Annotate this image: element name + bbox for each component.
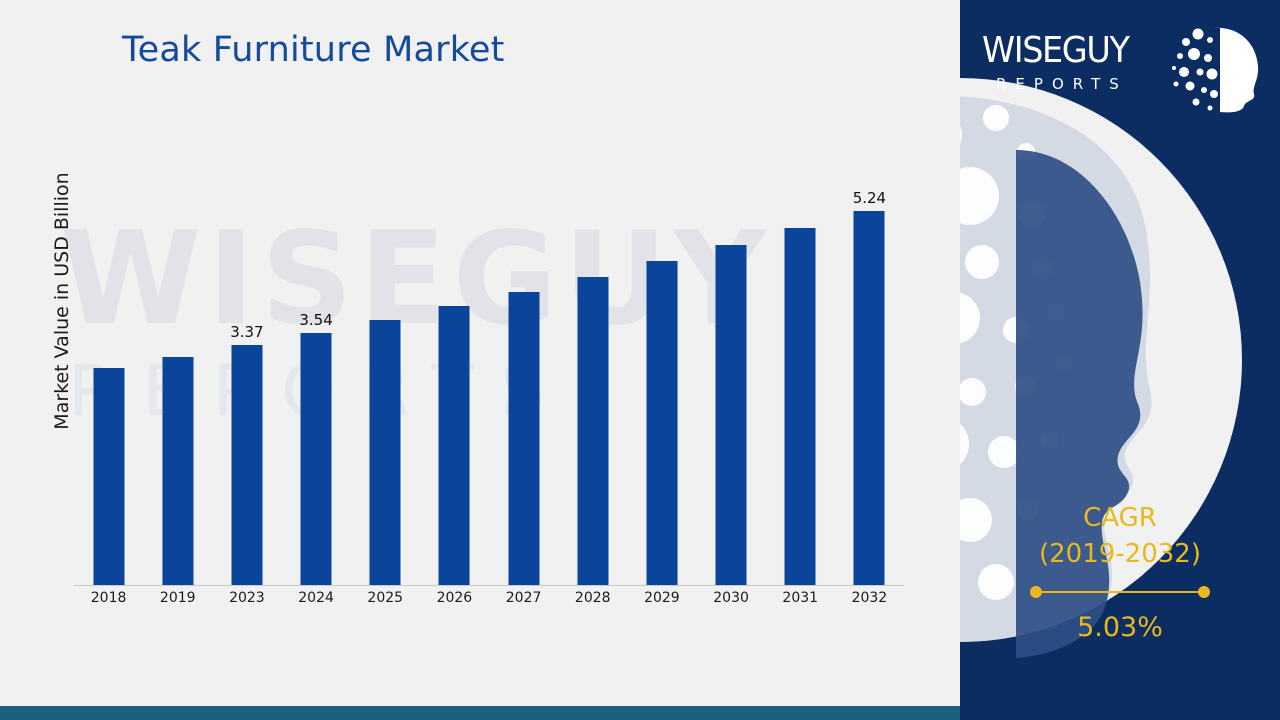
y-axis-label: Market Value in USD Billion [51, 172, 73, 430]
bar-slot: 5.24 [835, 150, 904, 585]
x-axis-tick-2031: 2031 [782, 590, 819, 606]
x-axis-tick-2018: 2018 [90, 590, 127, 606]
bar[interactable] [577, 276, 609, 585]
x-axis-tick-2019: 2019 [159, 590, 196, 606]
logo-wordmark: WISEGUY [982, 30, 1130, 71]
x-axis-tick-2024: 2024 [298, 590, 334, 606]
cagr-block: CAGR (2019-2032) 5.03% [960, 500, 1280, 643]
dotted-head-icon [1172, 27, 1259, 113]
chart-panel: Teak Furniture Market WISEGUY REPORTS Ma… [0, 30, 960, 720]
bar-value-label: 3.37 [230, 322, 264, 341]
x-axis-tick-2023: 2023 [229, 590, 265, 606]
bar-value-label: 3.54 [299, 310, 333, 329]
x-axis-tick-2028: 2028 [574, 590, 611, 606]
x-axis-line [74, 585, 904, 586]
bar-slot [489, 150, 558, 585]
bar[interactable] [508, 291, 540, 585]
x-axis-tick-2025: 2025 [367, 590, 404, 606]
divider-dot-right [1198, 586, 1210, 598]
x-axis-tick-2032: 2032 [851, 590, 888, 606]
brand-panel: WISEGUY REPORTS CAGR (2019-2032) [960, 0, 1280, 720]
bar-slot [627, 150, 696, 585]
panel-background-graphic [960, 78, 1242, 658]
bar-slot [766, 150, 835, 585]
bar-slot [351, 150, 420, 585]
logo-subword: REPORTS [996, 75, 1128, 93]
bar-slot: 3.54 [282, 150, 351, 585]
bar-slot [74, 150, 143, 585]
bar[interactable] [369, 319, 401, 585]
bar[interactable] [93, 367, 125, 585]
bar-slot [143, 150, 212, 585]
bar-slot [697, 150, 766, 585]
bar-slot: 3.37 [212, 150, 281, 585]
bar-plot-area: 3.37 3.54 5.24 [74, 150, 904, 585]
bar[interactable] [162, 356, 194, 585]
bar[interactable] [300, 332, 332, 585]
x-axis-tick-2030: 2030 [713, 590, 749, 606]
cagr-value: 5.03% [1077, 612, 1163, 643]
cagr-divider [1030, 586, 1210, 598]
bottom-accent-strip [0, 706, 960, 720]
brand-logo: WISEGUY REPORTS [982, 27, 1262, 114]
page-title: Teak Furniture Market [122, 30, 505, 70]
bar[interactable] [646, 261, 678, 585]
bar[interactable] [853, 211, 885, 585]
bar-slot [558, 150, 627, 585]
x-axis-tick-2026: 2026 [436, 590, 473, 606]
x-axis-tick-labels: 2018 2019 2023 2024 2025 2026 2027 2028 2029 2030… [74, 590, 904, 616]
bar[interactable] [715, 244, 747, 585]
bar[interactable] [438, 306, 470, 585]
cagr-period: (2019-2032) [1038, 539, 1201, 569]
x-axis-tick-2027: 2027 [505, 590, 542, 606]
divider-line [1036, 591, 1204, 593]
bar[interactable] [784, 228, 816, 585]
bar-slot [420, 150, 489, 585]
bar-value-label: 5.24 [852, 189, 887, 208]
x-axis-tick-2029: 2029 [644, 590, 680, 606]
cagr-title: CAGR [1083, 503, 1157, 533]
bar[interactable] [231, 344, 263, 585]
